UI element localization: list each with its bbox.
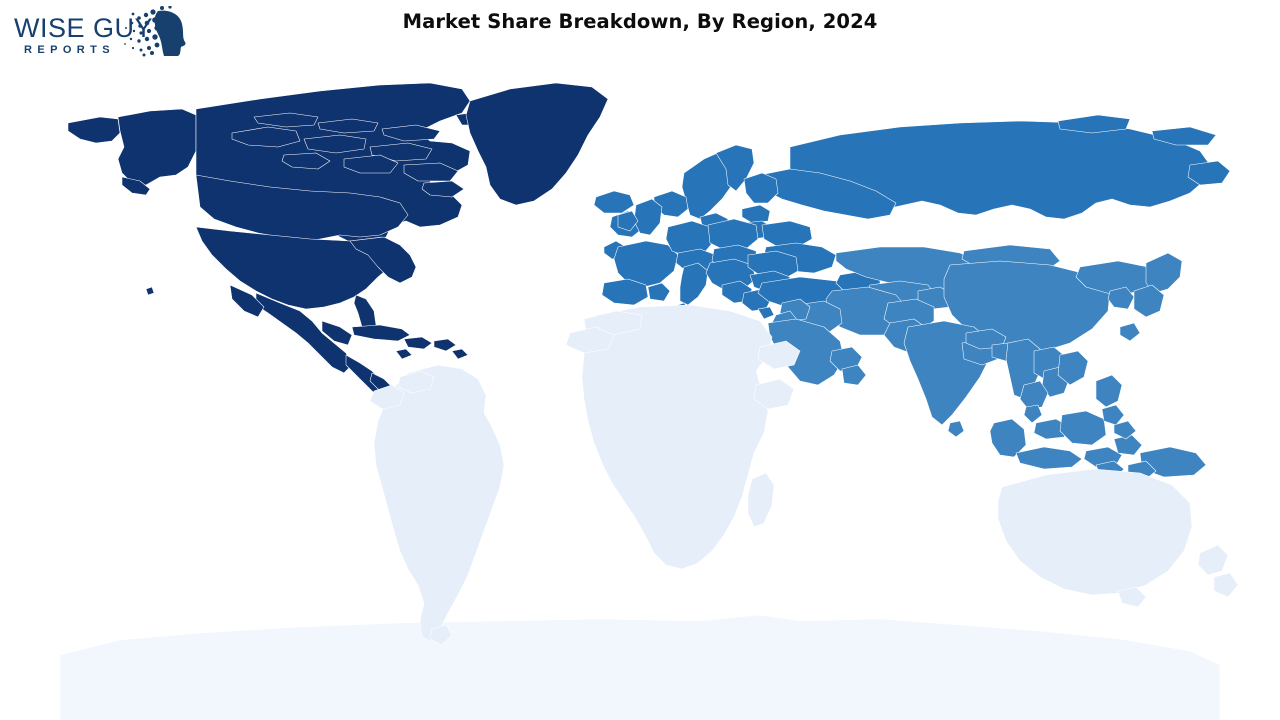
svg-text:REPORTS: REPORTS — [24, 44, 115, 56]
region-north-america[interactable] — [68, 83, 608, 419]
region-rest-of-world[interactable] — [370, 305, 1238, 645]
wise-guy-reports-logo-icon: WISE GUY REPORTS — [14, 6, 186, 57]
brand-logo[interactable]: WISE GUY REPORTS — [12, 6, 192, 58]
svg-text:WISE GUY: WISE GUY — [14, 13, 153, 43]
region-antarctica — [60, 615, 1220, 720]
page-title: Market Share Breakdown, By Region, 2024 — [402, 10, 878, 33]
world-choropleth-map[interactable] — [0, 55, 1280, 720]
region-asia-pacific[interactable] — [768, 245, 1206, 479]
chart-header: WISE GUY REPORTS — [0, 0, 1280, 62]
map-svg[interactable] — [0, 55, 1280, 720]
